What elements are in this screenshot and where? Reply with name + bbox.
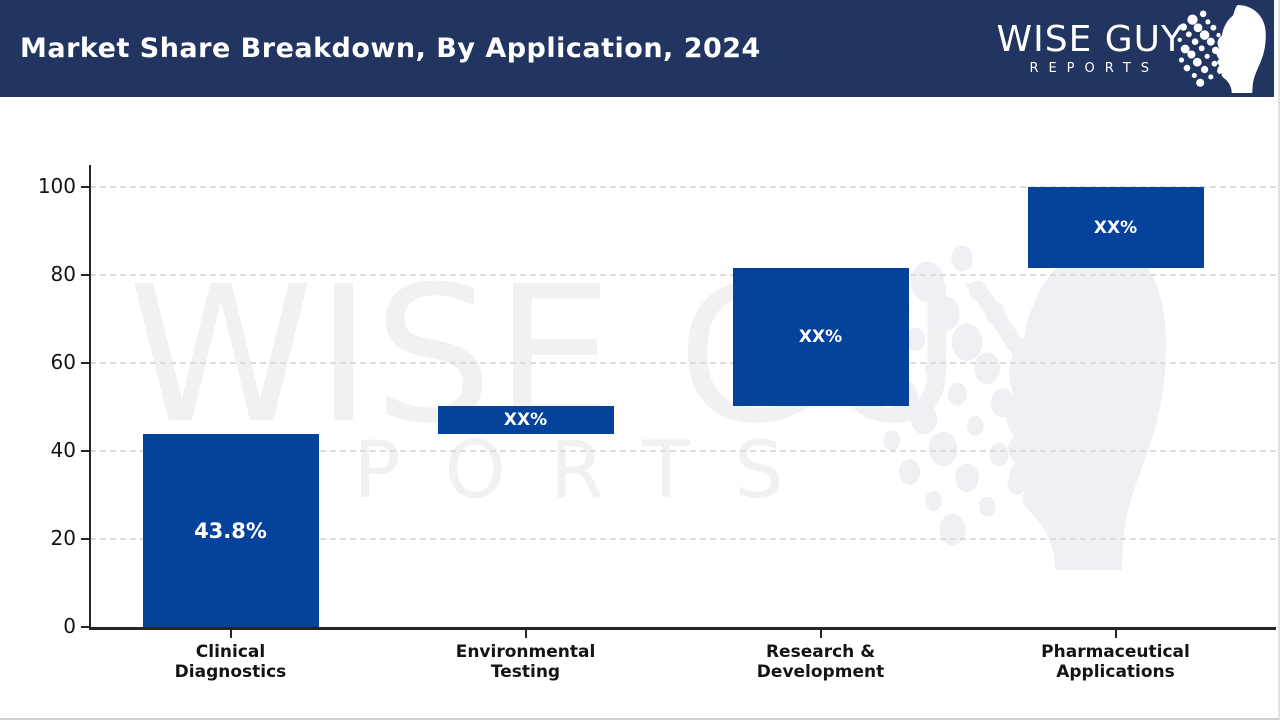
y-tick-100 [81, 186, 90, 188]
bar-value-label: XX% [798, 327, 843, 348]
bar-pharmaceutical-applications: XX% [1027, 187, 1204, 269]
bar-environmental-testing: XX% [437, 405, 614, 435]
gridline-40 [90, 450, 1276, 452]
category-label-4: Pharmaceutical Applications [969, 642, 1263, 682]
brand-logo-text: WISE GUY REPORTS [996, 18, 1185, 76]
gridline-80 [90, 274, 1276, 276]
bar-clinical-diagnostics: 43.8% [142, 434, 319, 627]
x-axis-line [89, 627, 1276, 630]
gridline-20 [90, 538, 1276, 540]
gridline-100 [90, 186, 1276, 188]
brand-name: WISE GUY [996, 18, 1184, 60]
category-label-2: Environmental Testing [379, 642, 673, 682]
page-title: Market Share Breakdown, By Application, … [20, 33, 761, 64]
category-label-line: Testing [490, 662, 561, 682]
y-tick-20 [81, 538, 90, 540]
gridline-60 [90, 362, 1276, 364]
bar-value-label: 43.8% [194, 518, 267, 543]
y-axis-line [89, 165, 91, 630]
y-tick-label-20: 20 [50, 526, 76, 550]
brand-face-icon [1177, 4, 1266, 93]
x-tick-3 [819, 629, 822, 638]
y-tick-80 [81, 274, 90, 276]
bar-value-label: XX% [503, 409, 548, 430]
category-label-line: Development [756, 662, 885, 682]
x-tick-2 [524, 629, 527, 638]
y-tick-40 [81, 450, 90, 452]
brand-logo: WISE GUY REPORTS [996, 4, 1275, 93]
category-label-line: Clinical [195, 642, 266, 662]
x-tick-1 [229, 629, 232, 638]
brand-subtitle: REPORTS [1029, 60, 1160, 76]
category-label-3: Research & Development [674, 642, 968, 682]
category-label-line: Research & [765, 642, 876, 662]
bar-value-label: XX% [1093, 217, 1138, 238]
header: Market Share Breakdown, By Application, … [0, 0, 1274, 97]
bar-research-development: XX% [732, 268, 909, 406]
x-tick-4 [1114, 629, 1117, 638]
category-label-1: Clinical Diagnostics [84, 642, 378, 682]
category-label-line: Pharmaceutical [1041, 642, 1190, 662]
y-tick-label-100: 100 [37, 174, 76, 198]
y-tick-60 [81, 362, 90, 364]
y-tick-label-60: 60 [50, 350, 76, 374]
y-tick-label-80: 80 [50, 262, 76, 286]
y-tick-label-40: 40 [50, 438, 76, 462]
y-tick-label-0: 0 [63, 614, 76, 638]
y-tick-0 [81, 626, 90, 628]
category-label-line: Environmental [455, 642, 596, 662]
category-label-line: Applications [1056, 662, 1175, 682]
category-label-line: Diagnostics [174, 662, 287, 682]
